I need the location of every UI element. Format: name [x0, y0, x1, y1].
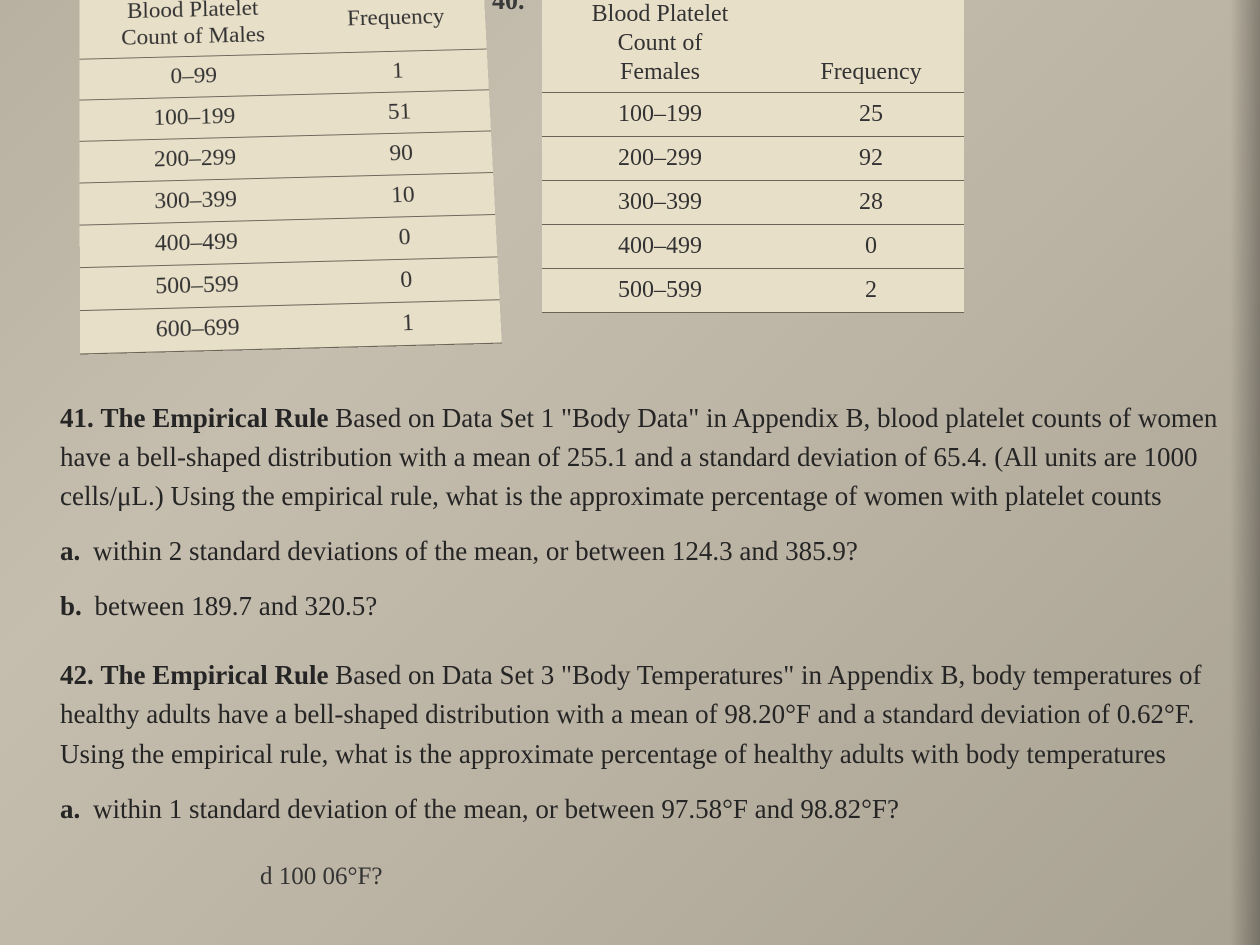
range-cell: 400–499 — [542, 225, 778, 269]
questions-block: 41. The Empirical Rule Based on Data Set… — [60, 399, 1220, 896]
males-header-line1: Blood Platelet — [127, 0, 259, 24]
question-41b: b. between 189.7 and 320.5? — [60, 587, 1220, 626]
q42a-text: within 1 standard deviation of the mean,… — [86, 794, 899, 824]
range-cell: 100–199 — [79, 94, 309, 141]
range-cell: 200–299 — [542, 137, 778, 181]
tables-row: Blood Platelet Count of Males Frequency … — [60, 0, 1220, 349]
freq-cell: 0 — [313, 257, 499, 305]
question-42-title: The Empirical Rule — [101, 660, 329, 690]
question-42: 42. The Empirical Rule Based on Data Set… — [60, 656, 1220, 829]
table-row: 100–19925 — [542, 93, 964, 137]
females-header-col1: Blood Platelet Count of Females — [542, 0, 778, 93]
males-header-line2: Count of Males — [121, 23, 265, 50]
range-cell: 500–599 — [542, 269, 778, 313]
females-header-col2: Frequency — [778, 0, 964, 93]
question-number-42: 42. — [60, 660, 94, 690]
range-cell: 300–399 — [542, 181, 778, 225]
table-row: 400–4990 — [542, 225, 964, 269]
range-cell: 200–299 — [80, 135, 311, 182]
q41a-label: a. — [60, 536, 80, 566]
question-number-41: 41. — [60, 403, 94, 433]
question-41a: a. within 2 standard deviations of the m… — [60, 532, 1220, 571]
freq-cell: 92 — [778, 137, 964, 181]
freq-cell: 1 — [307, 49, 488, 94]
table-row: 300–39928 — [542, 181, 964, 225]
females-frequency-table: Blood Platelet Count of Females Frequenc… — [542, 0, 964, 313]
range-cell: 300–399 — [80, 177, 313, 225]
males-header-col1: Blood Platelet Count of Males — [79, 0, 307, 59]
freq-cell: 2 — [778, 269, 964, 313]
females-table-wrap: 40. Blood Platelet Count of Females Freq… — [542, 0, 964, 313]
question-41: 41. The Empirical Rule Based on Data Set… — [60, 399, 1220, 627]
q42a-label: a. — [60, 794, 80, 824]
freq-cell: 90 — [310, 131, 493, 177]
freq-cell: 51 — [309, 89, 491, 135]
question-41-title: The Empirical Rule — [101, 403, 329, 433]
range-cell: 400–499 — [80, 219, 314, 267]
range-cell: 500–599 — [80, 261, 315, 310]
question-42a: a. within 1 standard deviation of the me… — [60, 790, 1220, 829]
q41a-text: within 2 standard deviations of the mean… — [86, 536, 858, 566]
page-bottom-fragment: d 100 06°F? — [260, 859, 1220, 895]
freq-cell: 28 — [778, 181, 964, 225]
freq-cell: 0 — [312, 214, 497, 261]
freq-cell: 1 — [315, 299, 502, 347]
q41b-label: b. — [60, 591, 82, 621]
page-edge-shadow — [1230, 0, 1260, 945]
table-row: 500–5992 — [542, 269, 964, 313]
range-cell: 600–699 — [80, 304, 316, 353]
males-frequency-table: Blood Platelet Count of Males Frequency … — [79, 0, 501, 354]
page: Blood Platelet Count of Males Frequency … — [0, 0, 1260, 915]
males-table-wrap: Blood Platelet Count of Males Frequency … — [79, 0, 501, 354]
freq-cell: 25 — [778, 93, 964, 137]
females-header-line3: Females — [620, 59, 700, 85]
question-number-40: 40. — [492, 0, 525, 16]
table-row: 200–29992 — [542, 137, 964, 181]
range-cell: 0–99 — [79, 53, 308, 100]
females-header-line1: Blood Platelet — [592, 1, 729, 27]
range-cell: 100–199 — [542, 93, 778, 137]
freq-cell: 0 — [778, 225, 964, 269]
q41b-text: between 189.7 and 320.5? — [88, 591, 377, 621]
freq-cell: 10 — [311, 172, 495, 219]
males-header-col2: Frequency — [305, 0, 486, 53]
females-header-line2: Count of — [618, 30, 703, 56]
